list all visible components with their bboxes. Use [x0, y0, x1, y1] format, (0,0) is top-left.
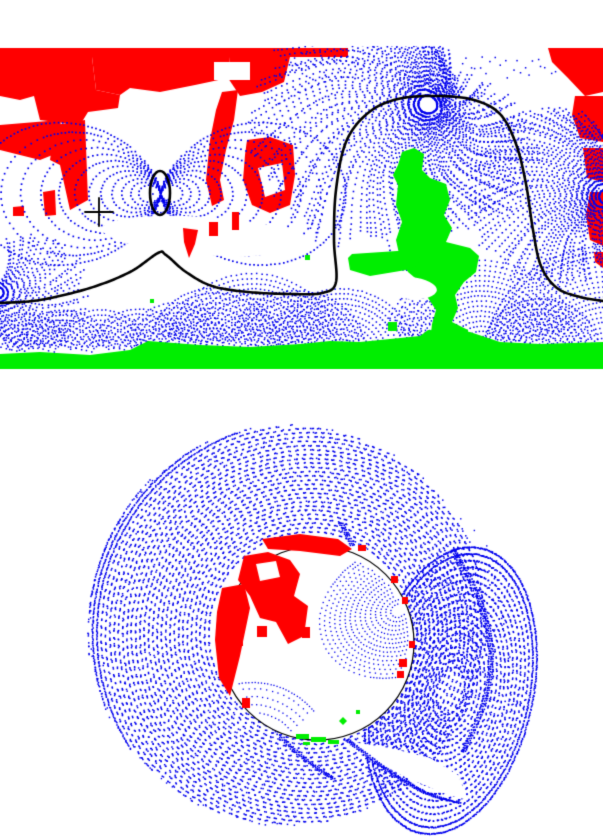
- figure-canvas: [0, 0, 603, 839]
- solar-field-figure: [0, 0, 603, 839]
